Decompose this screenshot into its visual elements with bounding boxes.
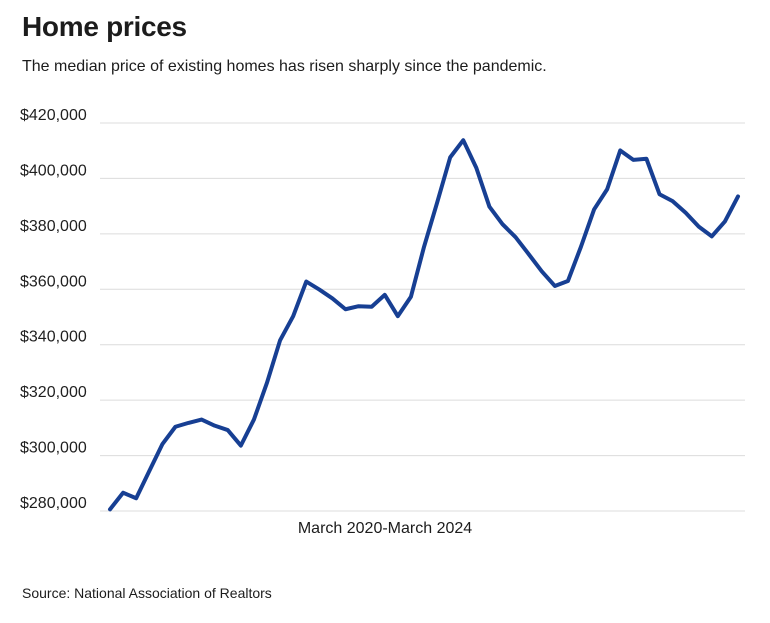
y-axis-tick-label: $380,000 (20, 218, 87, 235)
median-price-line (108, 138, 740, 512)
y-axis-tick-label: $320,000 (20, 384, 87, 401)
y-axis-tick-label: $300,000 (20, 440, 87, 457)
y-axis-tick-label: $400,000 (20, 162, 87, 179)
x-axis-label: March 2020-March 2024 (297, 520, 473, 537)
gridlines-group (100, 122, 745, 512)
price-line-chart: $420,000 $400,000 $380,000 $360,000 $340,000… (20, 107, 745, 512)
price-line-group (108, 138, 740, 512)
y-axis-tick-label: $280,000 (20, 495, 87, 512)
chart-title: Home prices (22, 11, 187, 42)
y-axis-tick-label: $340,000 (20, 329, 87, 346)
y-axis-tick-label: $360,000 (20, 273, 87, 290)
y-axis-tick-label: $420,000 (20, 107, 87, 124)
y-axis-tick-labels-group: $420,000 $400,000 $380,000 $360,000 $340,000… (20, 107, 87, 512)
source-note: Source: National Association of Realtors (22, 585, 272, 601)
chart-subtitle: The median price of existing homes has r… (22, 58, 547, 75)
